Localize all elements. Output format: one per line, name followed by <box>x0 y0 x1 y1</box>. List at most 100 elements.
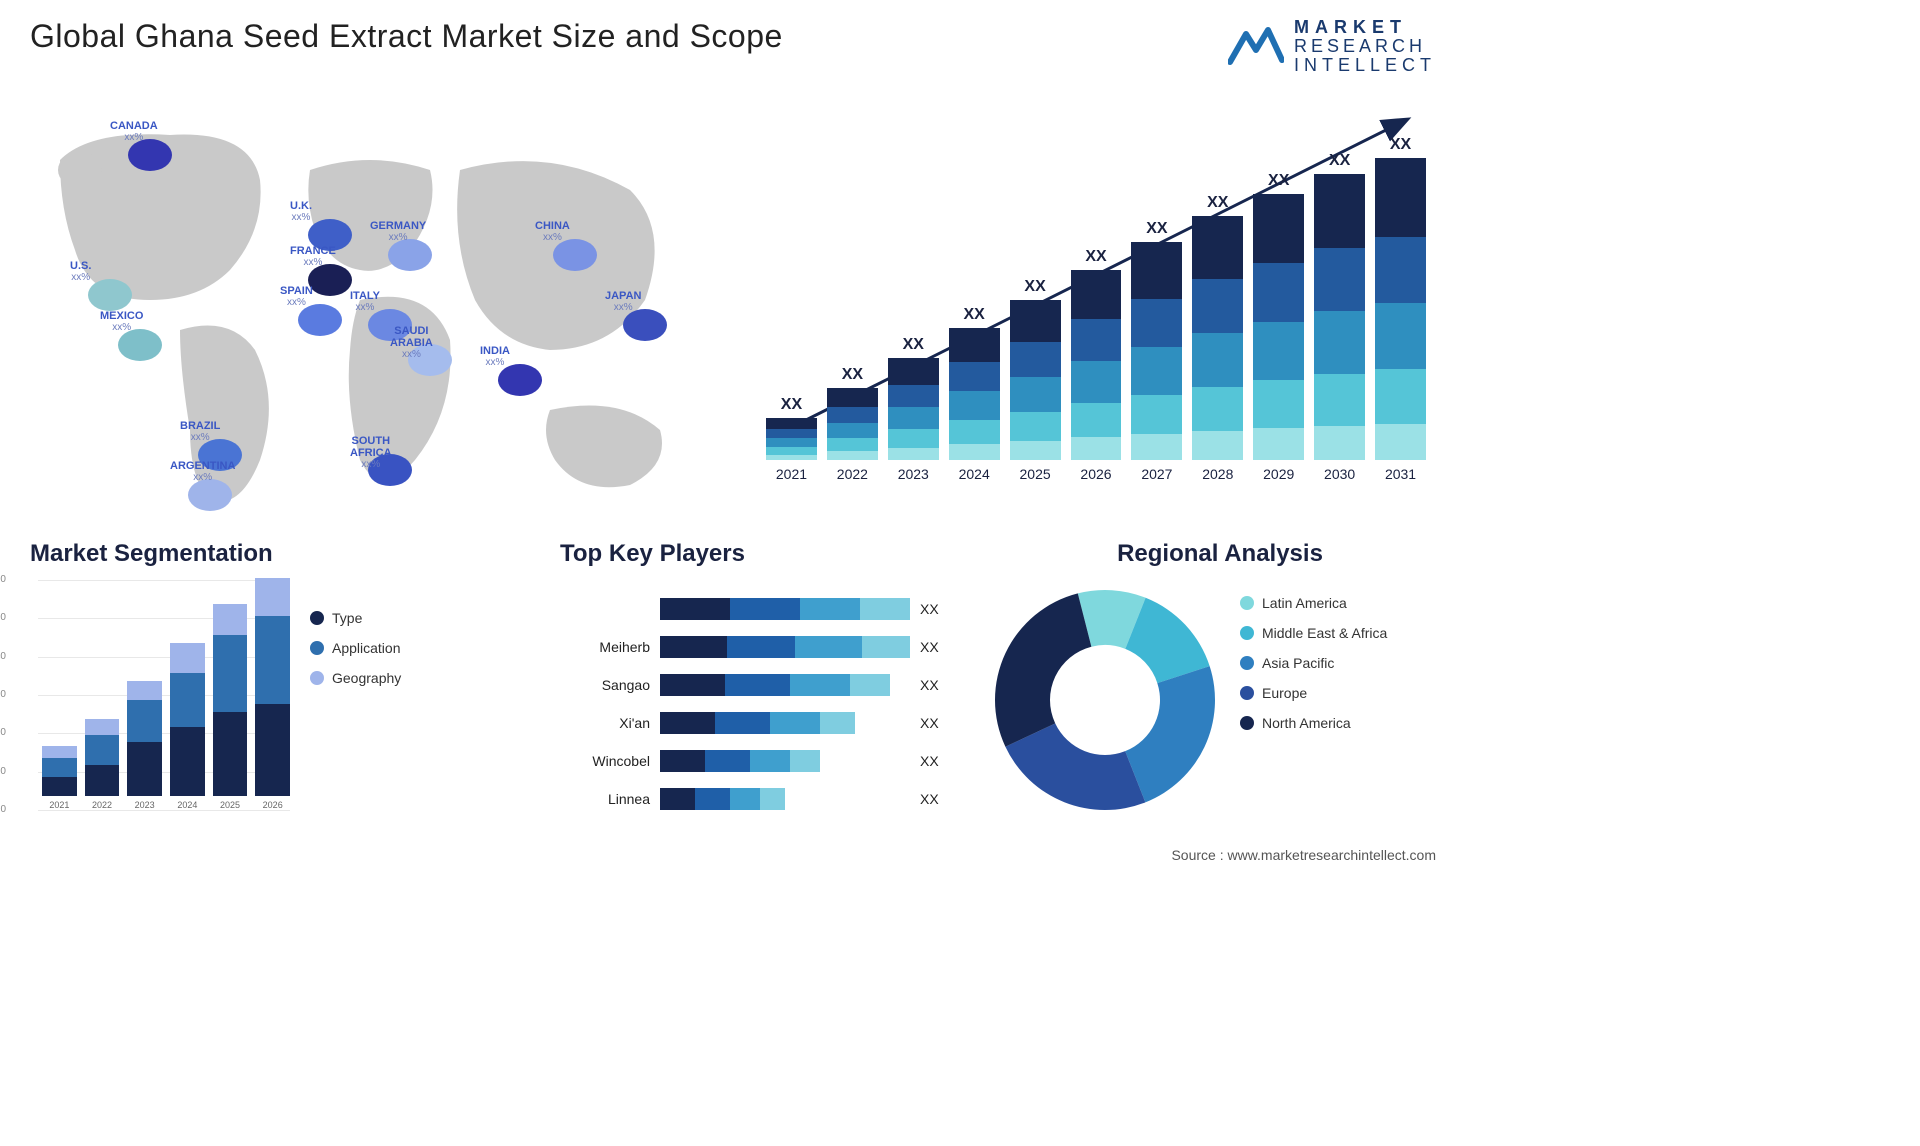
map-label-spain: SPAINxx% <box>280 285 313 308</box>
growth-bar-segment <box>827 388 878 407</box>
player-bar-segment <box>862 636 910 658</box>
map-label-italy: ITALYxx% <box>350 290 380 313</box>
growth-bar-segment <box>1131 242 1182 299</box>
growth-bar-segment <box>1010 342 1061 377</box>
player-value: XX <box>920 791 960 807</box>
seg-bar-segment-geography <box>170 643 205 674</box>
seg-ytick: 40 <box>0 651 6 662</box>
country-france <box>308 264 352 296</box>
logo-line1: MARKET <box>1294 18 1436 37</box>
players-title: Top Key Players <box>560 540 980 568</box>
seg-bar-2023: 2023 <box>127 681 162 810</box>
growth-bar-segment <box>1314 374 1365 425</box>
seg-bar-year: 2024 <box>177 800 197 810</box>
seg-ytick: 10 <box>0 766 6 777</box>
player-bar <box>660 636 910 658</box>
seg-bar-segment-type <box>85 765 120 796</box>
growth-bar-segment <box>1010 412 1061 441</box>
seg-legend-item: Geography <box>310 670 401 686</box>
regional-legend-item: North America <box>1240 715 1387 731</box>
player-bar <box>660 750 910 772</box>
growth-bar-value: XX <box>1085 248 1106 266</box>
growth-bar-year: 2031 <box>1385 466 1416 482</box>
growth-bar-segment <box>1071 319 1122 361</box>
player-bar <box>660 788 910 810</box>
seg-bar-segment-application <box>213 635 248 712</box>
player-bar <box>660 674 910 696</box>
map-label-china: CHINAxx% <box>535 220 570 243</box>
map-label-argentina: ARGENTINAxx% <box>170 460 235 483</box>
growth-bar-segment <box>1253 194 1304 263</box>
legend-dot-icon <box>1240 686 1254 700</box>
legend-label: Middle East & Africa <box>1262 625 1387 641</box>
growth-bar-2024: XX2024 <box>949 306 1000 482</box>
growth-bar-segment <box>1192 431 1243 460</box>
map-label-south-nafrica: SOUTHAFRICAxx% <box>350 435 392 470</box>
growth-bar-segment <box>888 429 939 447</box>
player-bar-segment <box>850 674 890 696</box>
brand-logo: MARKET RESEARCH INTELLECT <box>1228 18 1436 75</box>
growth-bar-segment <box>949 444 1000 460</box>
growth-bar-year: 2024 <box>959 466 990 482</box>
growth-bar-segment <box>1192 387 1243 431</box>
seg-bar-year: 2025 <box>220 800 240 810</box>
regional-legend-item: Europe <box>1240 685 1387 701</box>
player-bar-segment <box>725 674 790 696</box>
seg-ytick: 30 <box>0 689 6 700</box>
growth-bar-segment <box>949 362 1000 391</box>
growth-bar-segment <box>1131 347 1182 395</box>
seg-ytick: 50 <box>0 612 6 623</box>
seg-bar-2025: 2025 <box>213 604 248 810</box>
donut-slice-asia-pacific <box>1125 666 1215 802</box>
country-japan <box>623 309 667 341</box>
seg-bar-segment-application <box>170 673 205 727</box>
growth-bar-segment <box>888 407 939 429</box>
growth-bar-segment <box>888 358 939 385</box>
growth-bar-segment <box>1010 300 1061 342</box>
growth-bar-2031: XX2031 <box>1375 136 1426 482</box>
growth-bar-year: 2026 <box>1080 466 1111 482</box>
map-label-mexico: MEXICOxx% <box>100 310 143 333</box>
growth-bar-segment <box>1253 428 1304 460</box>
growth-bar-2028: XX2028 <box>1192 194 1243 482</box>
player-bar-segment <box>715 712 770 734</box>
legend-label: Asia Pacific <box>1262 655 1334 671</box>
growth-bar-2026: XX 2026 <box>1071 248 1122 482</box>
growth-bar-value: XX <box>1024 278 1045 296</box>
growth-bar-segment <box>1071 270 1122 319</box>
player-name: Meiherb <box>560 639 650 655</box>
growth-bar-year: 2025 <box>1020 466 1051 482</box>
seg-legend-item: Application <box>310 640 401 656</box>
growth-bar-value: XX <box>781 396 802 414</box>
player-row: Meiherb XX <box>560 628 980 666</box>
growth-bar-segment <box>1375 237 1426 303</box>
player-value: XX <box>920 639 960 655</box>
player-bar-segment <box>660 712 715 734</box>
growth-bar-segment <box>766 447 817 455</box>
growth-bar-segment <box>827 451 878 460</box>
segmentation-legend: TypeApplicationGeography <box>310 610 401 700</box>
growth-bar-segment <box>1071 361 1122 403</box>
growth-bar-year: 2029 <box>1263 466 1294 482</box>
seg-bar-segment-geography <box>42 746 77 758</box>
growth-bar-segment <box>1131 434 1182 460</box>
seg-ytick: 60 <box>0 574 6 585</box>
seg-bar-segment-type <box>170 727 205 796</box>
growth-bar-segment <box>1192 279 1243 333</box>
growth-bar-segment <box>949 391 1000 420</box>
seg-bar-2024: 2024 <box>170 643 205 810</box>
regional-legend-item: Middle East & Africa <box>1240 625 1387 641</box>
growth-bar-segment <box>1071 437 1122 460</box>
country-germany <box>388 239 432 271</box>
growth-bar-value: XX <box>1329 152 1350 170</box>
growth-bar-segment <box>827 423 878 439</box>
player-name: Linnea <box>560 791 650 807</box>
growth-bar-value: XX <box>1146 220 1167 238</box>
seg-bar-segment-type <box>127 742 162 796</box>
player-bar-segment <box>770 712 820 734</box>
country-mexico <box>118 329 162 361</box>
seg-bar-segment-application <box>255 616 290 704</box>
regional-donut <box>990 585 1220 815</box>
seg-gridline <box>38 810 290 811</box>
player-bar <box>660 598 910 620</box>
